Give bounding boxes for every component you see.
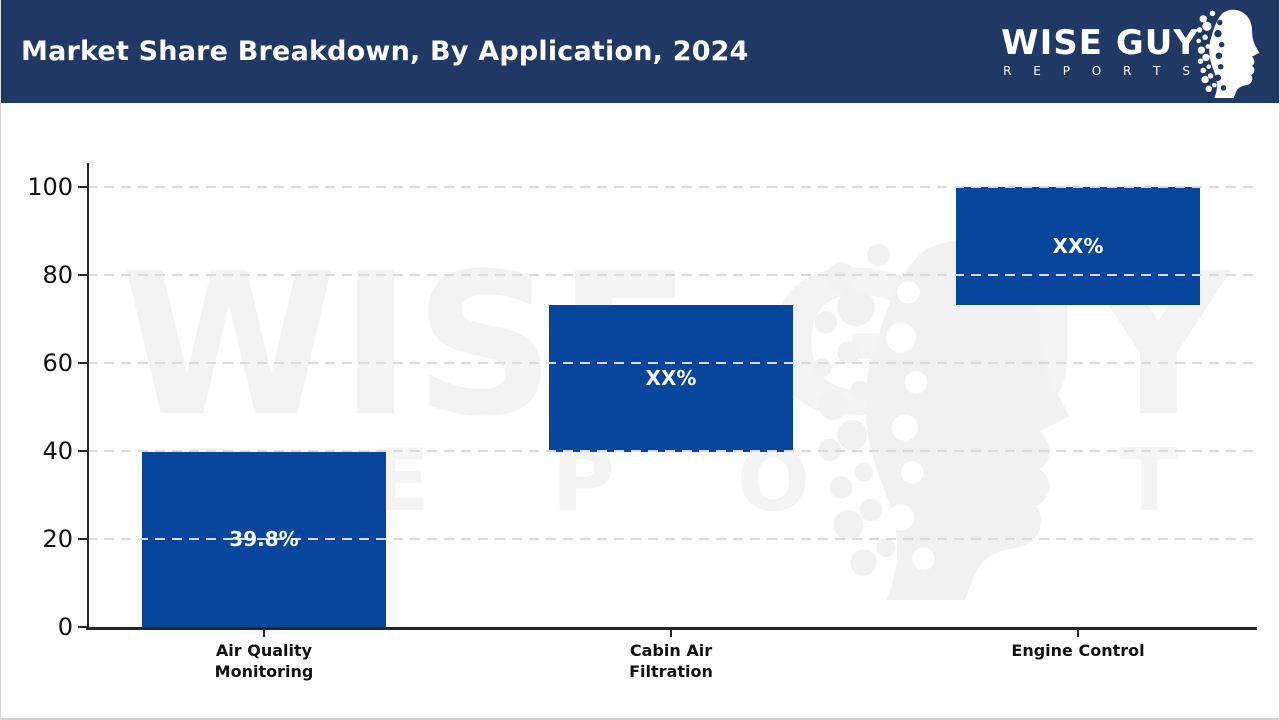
y-tick-20 [78,538,87,540]
x-tick-1 [263,630,265,637]
gridline-40 [87,450,1257,452]
logo-subtext: R E P O R T S [1003,63,1199,78]
bar-value-label-1: 39.8% [229,527,299,552]
gridline-100 [87,186,1257,188]
wiseguy-logo-text: WISE GUY R E P O R T S [1001,26,1199,78]
y-tick-label-0: 0 [57,613,73,641]
chart-title: Market Share Breakdown, By Application, … [21,36,749,67]
bar-value-label-2: XX% [645,366,697,391]
header-band: Market Share Breakdown, By Application, … [1,0,1279,103]
bar-3 [956,187,1200,305]
y-tick-label-60: 60 [42,349,73,377]
x-tick-3 [1077,630,1079,637]
y-tick-label-20: 20 [42,525,73,553]
logo-wordmark: WISE GUY [1001,22,1199,63]
x-category-label-2: Cabin Air Filtration [629,641,713,681]
y-tick-label-40: 40 [42,437,73,465]
bar-value-label-3: XX% [1052,233,1104,258]
y-tick-40 [78,450,87,452]
x-tick-2 [670,630,672,637]
x-category-label-3: Engine Control [1011,641,1145,660]
y-tick-label-80: 80 [42,261,73,289]
x-axis-spine [86,627,1257,630]
y-tick-60 [78,362,87,364]
y-tick-label-100: 100 [27,173,73,201]
bar-2 [549,304,793,452]
dotted-head-profile-icon [1196,9,1260,98]
x-category-label-1: Air Quality Monitoring [214,641,314,681]
watermark-head-profile-icon [812,240,1070,600]
y-axis-spine [87,163,89,629]
y-tick-100 [78,186,87,188]
wiseguy-logo: WISE GUY R E P O R T S [1001,6,1263,98]
y-tick-80 [78,274,87,276]
gridline-60 [87,362,1257,364]
gridline-20 [87,538,1257,540]
y-tick-0 [78,626,87,628]
gridline-80 [87,274,1257,276]
